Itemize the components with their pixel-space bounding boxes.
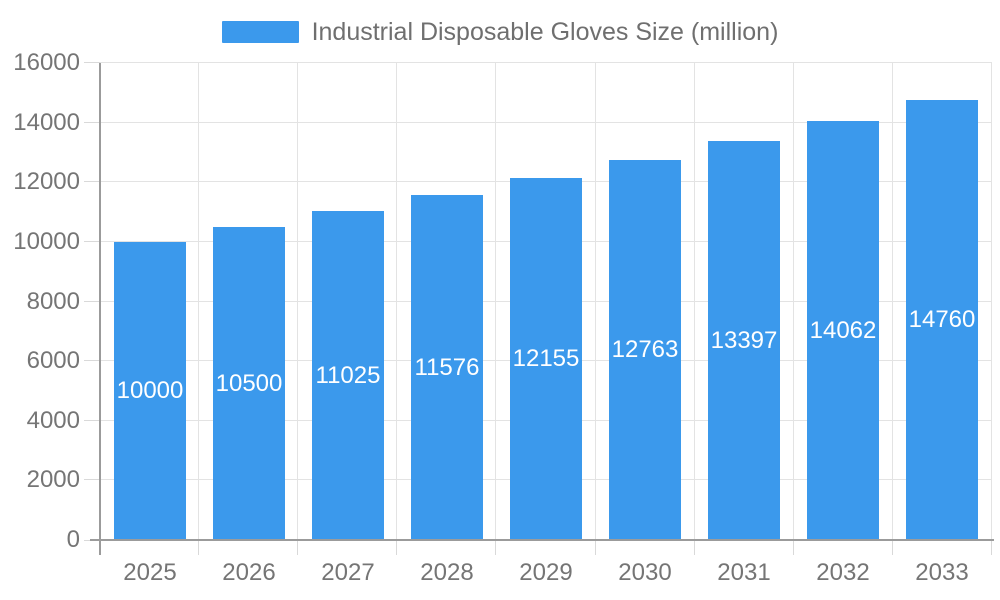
x-axis-tick — [297, 541, 298, 555]
gridline-vertical — [198, 63, 199, 540]
gridline-vertical — [991, 63, 992, 540]
y-axis-tick — [84, 300, 100, 302]
gridline-horizontal — [100, 62, 992, 63]
y-tick-label: 4000 — [26, 406, 80, 434]
bar-2026 — [213, 227, 285, 540]
gridline-vertical — [495, 63, 496, 540]
x-tick-label: 2026 — [222, 559, 276, 586]
y-axis-tick — [84, 121, 100, 123]
bar-2031 — [708, 141, 780, 540]
x-axis-line — [90, 539, 994, 541]
bar-value-label: 14760 — [908, 306, 976, 333]
bar-value-label: 12763 — [611, 336, 679, 363]
legend-label: Industrial Disposable Gloves Size (milli… — [311, 18, 779, 46]
y-axis-tick — [84, 360, 100, 362]
bar-value-label: 10500 — [215, 370, 283, 397]
x-tick-label: 2030 — [618, 559, 672, 586]
y-axis-line — [99, 63, 101, 555]
x-tick-label: 2025 — [123, 559, 177, 586]
y-axis-tick — [84, 240, 100, 242]
bar-2025 — [114, 242, 186, 540]
bar-value-label: 11025 — [315, 362, 381, 389]
bar-2027 — [312, 211, 384, 540]
x-tick-label: 2033 — [915, 559, 969, 586]
bar-2030 — [609, 160, 681, 540]
y-axis-tick — [84, 62, 100, 63]
y-tick-label: 8000 — [26, 287, 80, 315]
plot-area: 0 2000 4000 6000 8000 10000 12000 14000 16000 100… — [13, 49, 994, 586]
y-tick-label: 12000 — [13, 168, 80, 196]
bar-value-label: 11576 — [414, 354, 480, 381]
x-axis-tick — [991, 541, 992, 555]
x-tick-label: 2031 — [717, 559, 771, 586]
bar-2033 — [906, 100, 978, 540]
y-tick-label: 10000 — [13, 227, 80, 255]
y-axis-tick — [84, 419, 100, 421]
gridline-vertical — [595, 63, 596, 540]
x-tick-label: 2028 — [420, 559, 474, 586]
y-axis-tick — [84, 479, 100, 481]
gridline-vertical — [892, 63, 893, 540]
bar-value-label: 12155 — [512, 345, 580, 372]
x-axis-tick — [694, 541, 695, 555]
x-tick-label: 2027 — [321, 559, 375, 586]
bar-value-label: 10000 — [116, 377, 184, 404]
x-axis-tick — [396, 541, 397, 555]
gridline-vertical — [297, 63, 298, 540]
gridline-vertical — [694, 63, 695, 540]
gridline-vertical — [396, 63, 397, 540]
y-axis-tick — [84, 181, 100, 183]
y-tick-label: 0 — [66, 526, 80, 553]
bar-2032 — [807, 121, 879, 540]
x-tick-label: 2029 — [519, 559, 573, 586]
legend[interactable]: Industrial Disposable Gloves Size (milli… — [0, 10, 1000, 54]
bar-2028 — [411, 195, 483, 540]
x-axis-tick — [793, 541, 794, 555]
gridline-horizontal — [100, 121, 992, 123]
y-tick-label: 14000 — [13, 108, 80, 136]
x-tick-label: 2032 — [816, 559, 870, 586]
x-axis-tick — [595, 541, 596, 555]
x-axis-tick — [892, 541, 893, 555]
gridline-vertical — [793, 63, 794, 540]
bar-2029 — [510, 178, 582, 540]
legend-swatch — [221, 21, 299, 43]
bar-value-label: 13397 — [710, 327, 778, 354]
y-tick-label: 6000 — [26, 347, 80, 375]
x-axis-tick — [198, 541, 199, 555]
bar-value-label: 14062 — [809, 317, 877, 344]
y-tick-label: 16000 — [13, 49, 80, 76]
x-axis-tick — [495, 541, 496, 555]
y-tick-label: 2000 — [26, 466, 80, 494]
